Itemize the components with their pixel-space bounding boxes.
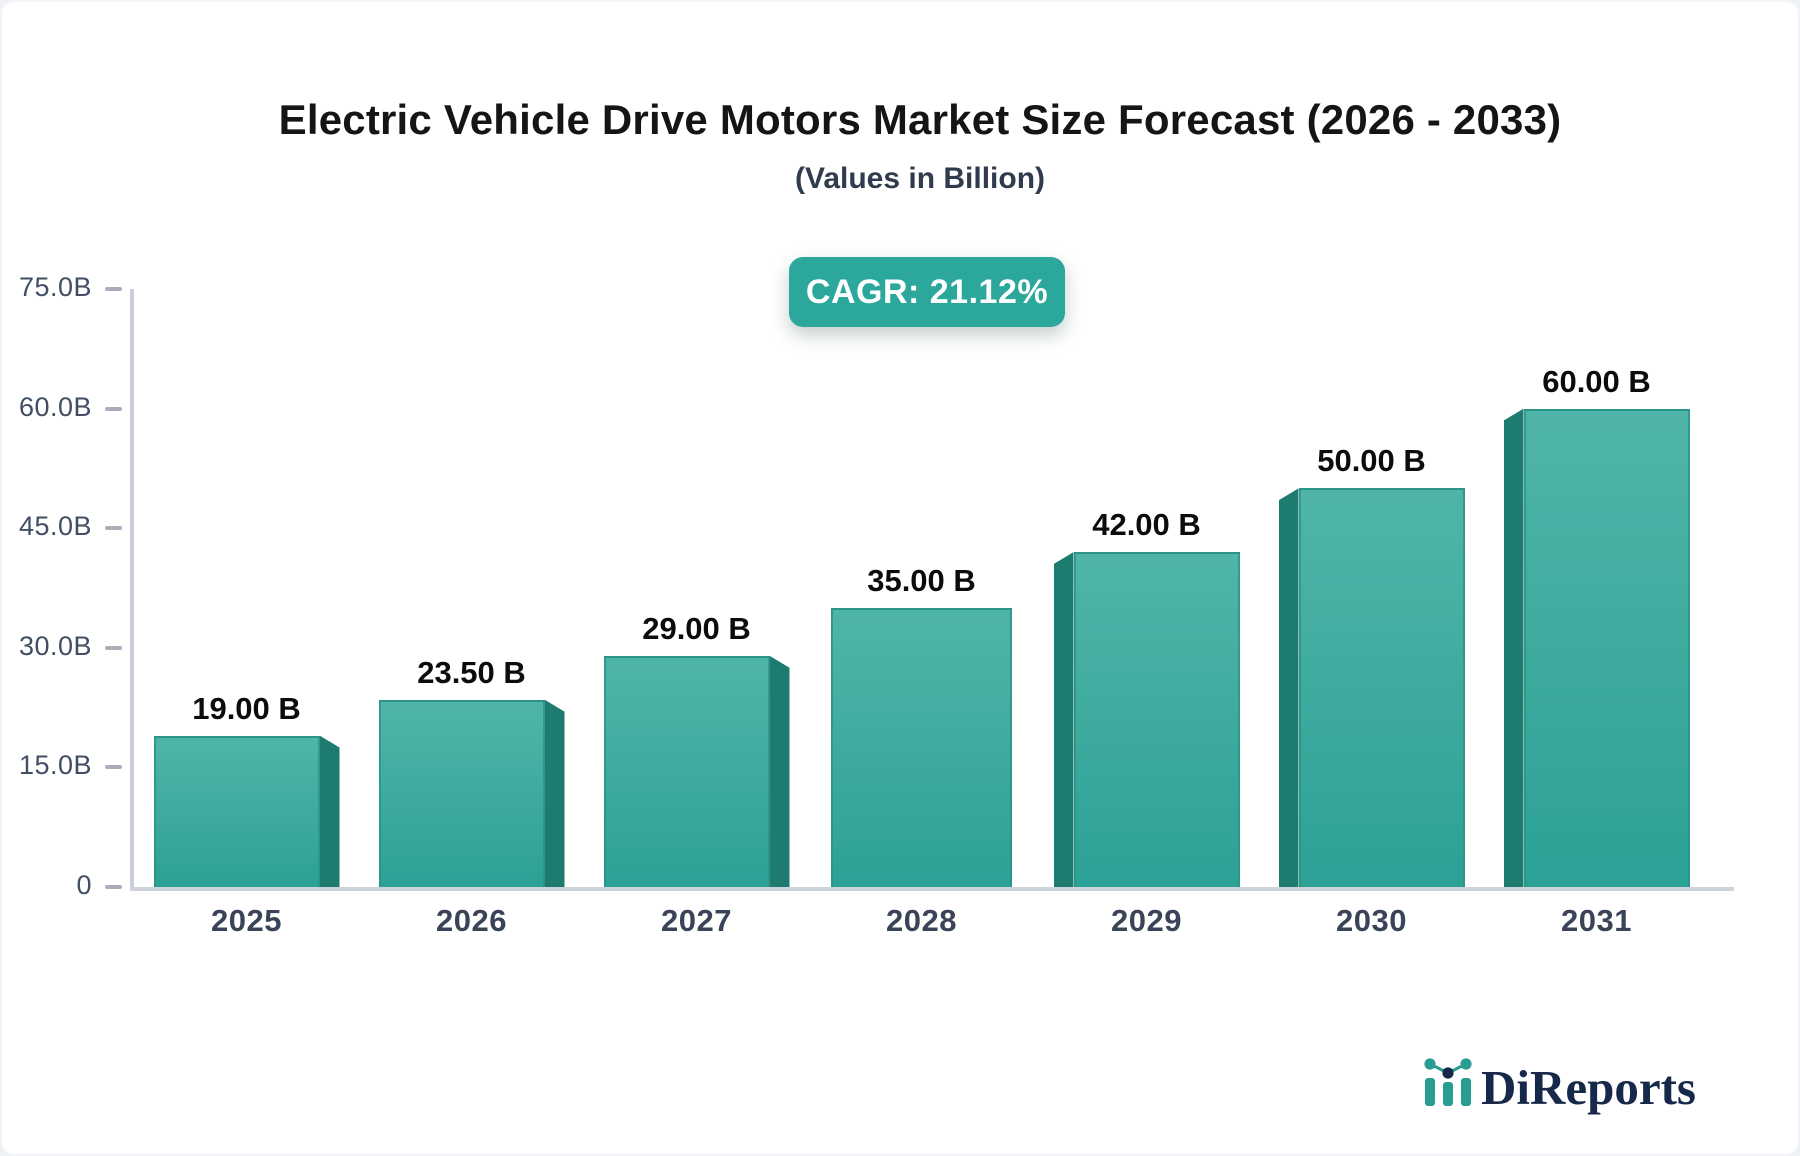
bar-side-face (544, 699, 565, 887)
y-tick-label: 0 (76, 870, 92, 900)
chart-bar: 19.00 B 2025 (153, 691, 340, 938)
bar-value-label: 35.00 B (867, 562, 976, 598)
direports-logo: DiReports (1421, 1052, 1696, 1115)
y-tick-dash (105, 526, 122, 531)
plot-area: 75.0B 60.0B 45.0B 30.0B 15.0B 0 19.00 B 2025 23… (19, 272, 1734, 938)
y-tick-label: 15.0B (18, 750, 92, 781)
bar-face (831, 607, 1012, 887)
chart-title: Electric Vehicle Drive Motors Market Siz… (278, 96, 1562, 143)
bar-side-face (1503, 408, 1524, 887)
bar-value-label: 42.00 B (1092, 507, 1201, 543)
chart-header: Electric Vehicle Drive Motors Market Siz… (42, 96, 1798, 196)
logo-text: DiReports (1480, 1059, 1696, 1115)
y-tick-dash (105, 406, 122, 411)
bar-value-label: 23.50 B (417, 654, 526, 690)
x-axis-label: 2026 (436, 903, 507, 938)
bar-chart-logo-icon (1424, 1058, 1472, 1106)
bar-side-face (319, 735, 340, 887)
y-tick-label: 75.0B (18, 272, 92, 302)
bar-side-face (1278, 488, 1299, 887)
chart-bar: 35.00 B 2028 (831, 563, 1012, 938)
y-tick-label: 45.0B (18, 511, 92, 542)
x-axis-label: 2031 (1561, 903, 1632, 938)
y-axis-line (130, 289, 134, 891)
bar-face (378, 699, 545, 887)
chart-bar: 60.00 B 2031 (1503, 364, 1690, 938)
x-axis-label: 2030 (1336, 903, 1407, 938)
x-axis-label: 2027 (661, 903, 732, 938)
x-axis-label: 2028 (886, 903, 957, 938)
bar-face (153, 735, 320, 887)
bar-face (1523, 408, 1690, 887)
bar-value-label: 19.00 B (192, 690, 301, 726)
x-axis-label: 2029 (1111, 903, 1182, 938)
bar-value-label: 60.00 B (1542, 363, 1651, 399)
y-tick-dash (105, 885, 122, 889)
bar-face (1073, 552, 1240, 887)
x-axis-label: 2025 (211, 903, 282, 938)
bar-value-label: 50.00 B (1317, 443, 1426, 479)
cagr-badge: CAGR: 21.12% (789, 257, 1065, 327)
bar-face (1298, 488, 1465, 887)
chart-bar: 42.00 B 2029 (1053, 507, 1240, 938)
y-tick-dash (105, 287, 122, 291)
y-tick-dash (105, 765, 122, 770)
bar-side-face (1053, 552, 1074, 887)
cagr-badge-label: CAGR: 21.12% (805, 272, 1049, 311)
x-axis-line (130, 887, 1734, 891)
bar-face (603, 655, 770, 887)
chart-bar: 29.00 B 2027 (603, 611, 790, 938)
y-tick-label: 30.0B (18, 630, 92, 661)
bar-value-label: 29.00 B (642, 610, 751, 646)
chart-bar: 23.50 B 2026 (378, 655, 565, 938)
chart-subtitle: (Values in Billion) (794, 162, 1046, 196)
bar-side-face (769, 655, 790, 887)
y-tick-label: 60.0B (18, 391, 92, 422)
chart-bar: 50.00 B 2030 (1278, 443, 1465, 938)
y-tick-dash (105, 645, 122, 650)
